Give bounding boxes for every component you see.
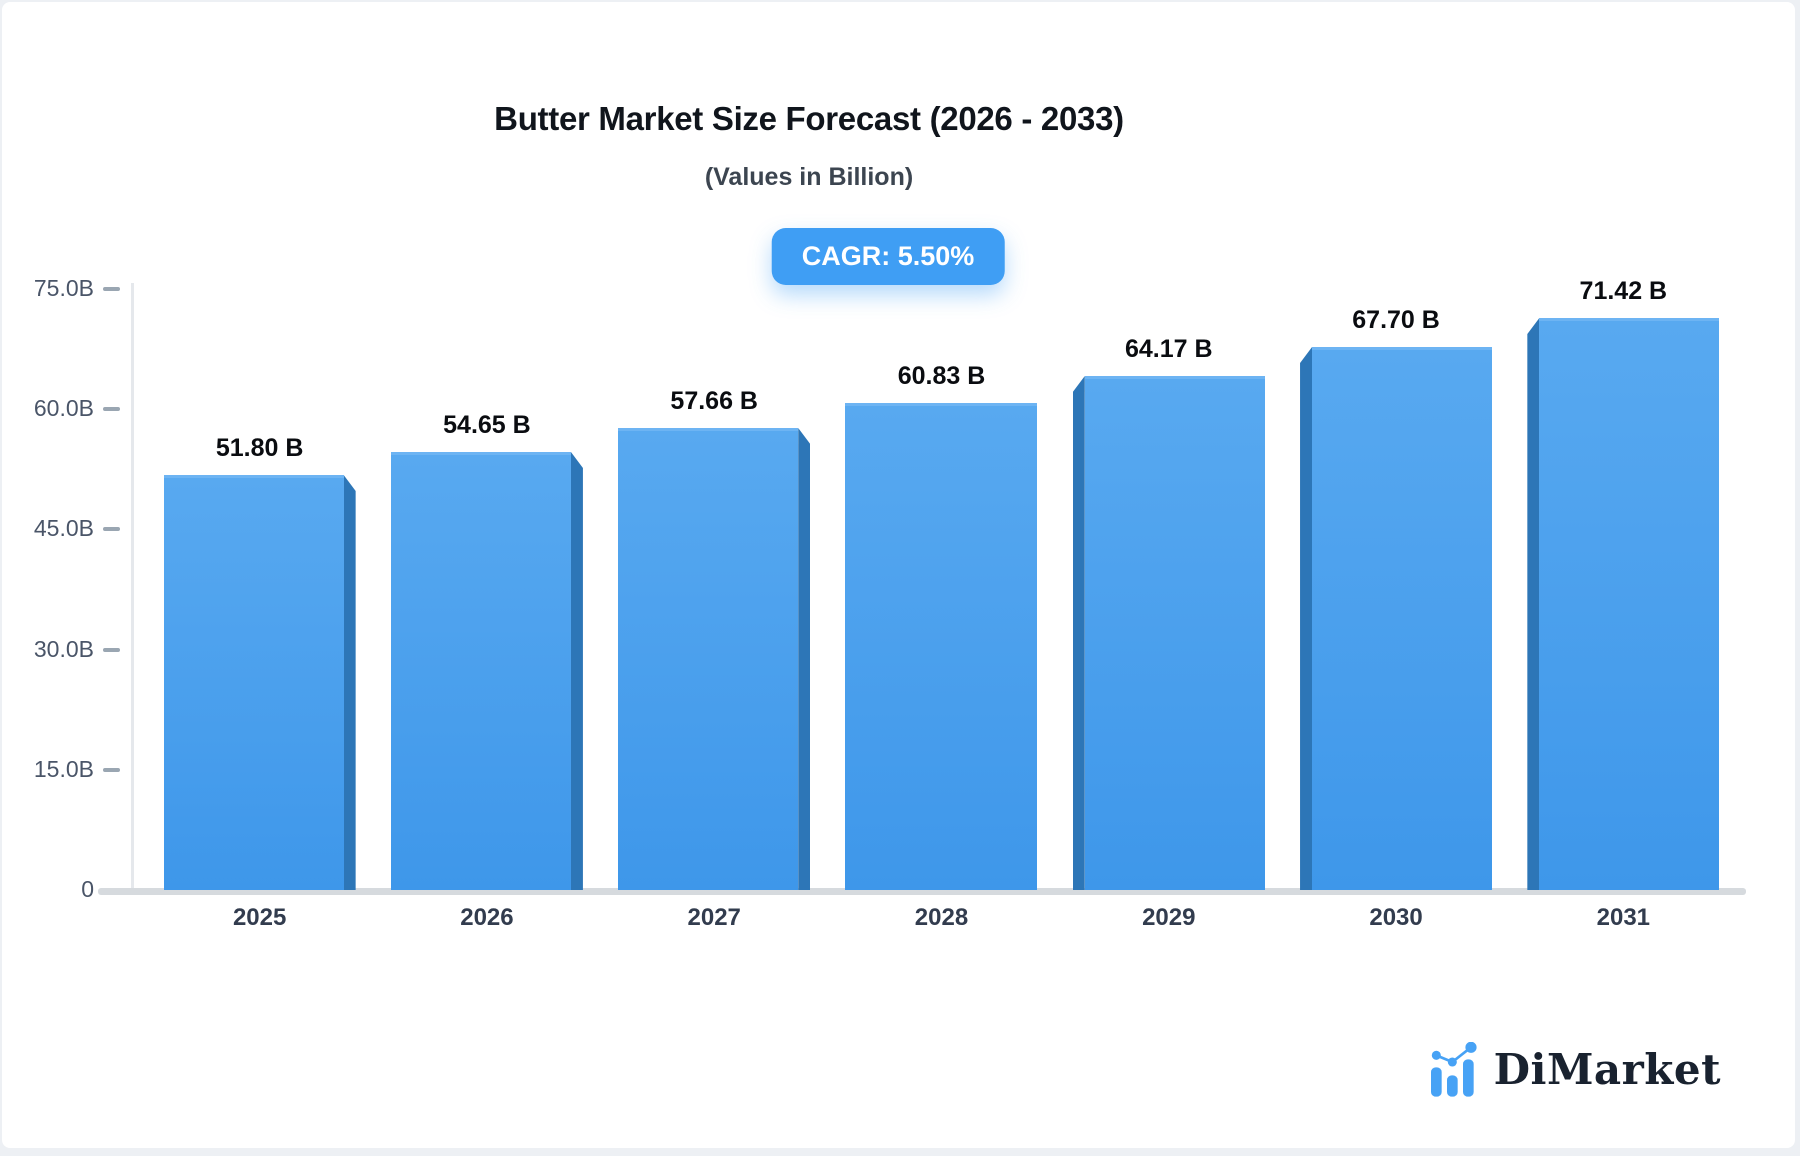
y-tick-label: 45.0B xyxy=(33,515,94,542)
y-axis-line xyxy=(131,283,134,890)
chart-title: Butter Market Size Forecast (2026 - 2033… xyxy=(494,100,1124,137)
x-axis-label: 2031 xyxy=(1596,904,1651,931)
bars-area: 51.80 B 54.65 B 57.66 B 60.83 B 64.17 B 67.70… xyxy=(146,277,1737,890)
y-tick-label: 30.0B xyxy=(33,635,94,662)
bar-value-label: 64.17 B xyxy=(1124,335,1213,363)
bar-face xyxy=(390,452,571,890)
y-tick-mark xyxy=(103,527,120,532)
bar-side-shadow xyxy=(1527,318,1540,890)
bar-side-shadow xyxy=(1300,347,1313,890)
bar-2028 xyxy=(845,403,1038,890)
bar-face xyxy=(1084,376,1265,890)
y-tick-mark xyxy=(103,647,120,652)
bar-2025 xyxy=(163,475,356,890)
bar-side-shadow xyxy=(1072,376,1085,890)
y-tick-label: 15.0B xyxy=(33,755,94,782)
bar-side-shadow xyxy=(570,452,583,890)
bar-value-label: 54.65 B xyxy=(443,411,531,439)
y-tick-label: 60.0B xyxy=(33,395,94,422)
x-axis-labels: 2025 2026 2027 2028 2029 2030 2031 xyxy=(146,901,1737,935)
x-axis-baseline xyxy=(98,888,1746,895)
x-axis-label: 2027 xyxy=(687,904,741,931)
bar-2029 xyxy=(1072,376,1265,890)
bar-line-chart-icon xyxy=(1428,1041,1482,1098)
bar-value-label: 57.66 B xyxy=(670,387,758,415)
bar-value-label: 60.83 B xyxy=(897,362,986,390)
dimarket-logo: DiMarket xyxy=(1428,1041,1721,1098)
bar-slot-2029: 64.17 B xyxy=(1055,289,1282,890)
x-axis-label: 2029 xyxy=(1142,904,1196,931)
bar-slot-2026: 54.65 B xyxy=(373,289,600,890)
bar-slot-2028: 60.83 B xyxy=(828,289,1055,890)
bar-face xyxy=(1312,347,1493,890)
bar-face xyxy=(618,428,799,890)
y-tick-mark xyxy=(103,287,120,291)
bar-value-label: 71.42 B xyxy=(1579,277,1668,305)
bar-face xyxy=(163,475,344,890)
x-axis-label: 2026 xyxy=(460,904,514,931)
y-tick-label: 0 xyxy=(81,876,94,902)
bar-side-shadow xyxy=(798,428,811,890)
bar-slot-2031: 71.42 B xyxy=(1510,277,1737,890)
bar-2027 xyxy=(618,428,811,890)
x-axis-label: 2025 xyxy=(232,904,287,931)
cagr-badge: CAGR: 5.50% xyxy=(771,228,1005,285)
x-axis-label: 2028 xyxy=(914,904,969,931)
logo-text: DiMarket xyxy=(1493,1045,1721,1094)
bar-2030 xyxy=(1300,347,1493,890)
chart-header: Butter Market Size Forecast (2026 - 2033… xyxy=(2,98,1616,192)
y-tick-mark xyxy=(103,407,120,412)
bar-value-label: 51.80 B xyxy=(215,434,304,462)
bar-2031 xyxy=(1527,318,1720,890)
x-axis-label: 2030 xyxy=(1369,904,1423,931)
bar-slot-2030: 67.70 B xyxy=(1282,289,1509,890)
bar-slot-2025: 51.80 B xyxy=(146,289,373,890)
bar-value-label: 67.70 B xyxy=(1352,306,1440,334)
bar-2026 xyxy=(390,452,583,890)
chart-subtitle: (Values in Billion) xyxy=(704,163,914,191)
y-tick-label: 75.0B xyxy=(33,275,94,301)
bar-side-shadow xyxy=(343,475,356,890)
y-tick-mark xyxy=(103,767,120,772)
bar-face xyxy=(845,403,1038,890)
bar-slot-2027: 57.66 B xyxy=(601,289,828,890)
bar-face xyxy=(1539,318,1720,890)
